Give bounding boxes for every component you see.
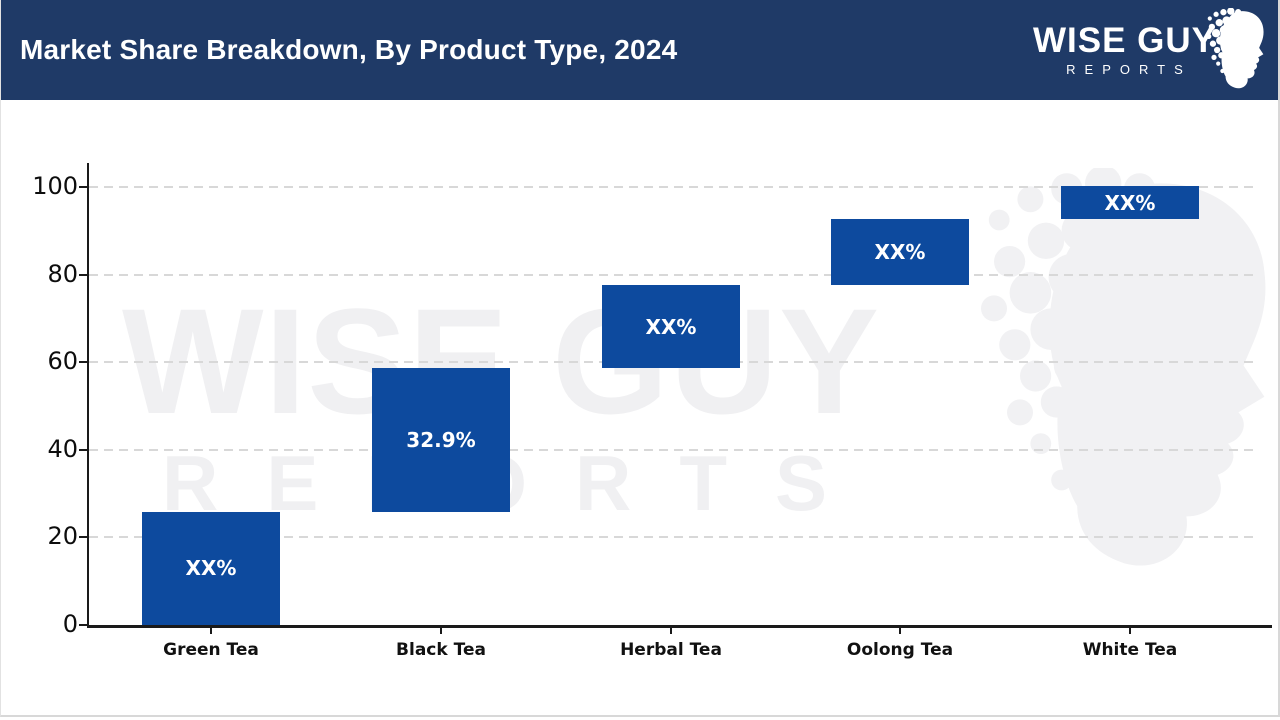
bar-green-tea: XX%	[142, 511, 280, 625]
logo-text: WISE GUY REPORTS	[1033, 23, 1216, 77]
x-axis-category-label: Oolong Tea	[846, 640, 954, 660]
x-axis-category-label: Black Tea	[396, 640, 486, 660]
x-axis-tick-mark	[670, 627, 672, 634]
page-title: Market Share Breakdown, By Product Type,…	[20, 34, 678, 65]
header-bar: Market Share Breakdown, By Product Type,…	[0, 0, 1280, 100]
bar-white-tea: XX%	[1061, 185, 1199, 220]
bar-black-tea: 32.9%	[372, 367, 510, 512]
bar-value-label: XX%	[645, 314, 697, 339]
bar-value-label: XX%	[185, 556, 237, 581]
y-axis-tick-label: 0	[62, 610, 78, 638]
y-axis-tick-mark	[79, 361, 89, 364]
wise-guy-logo: WISE GUY REPORTS	[1033, 8, 1280, 92]
y-axis-tick-mark	[79, 273, 89, 276]
gridline-80	[89, 273, 1256, 276]
x-axis-category-label: White Tea	[1082, 640, 1178, 660]
logo-head-icon	[1206, 8, 1264, 89]
y-axis-tick-mark	[79, 624, 89, 626]
logo-wordmark: WISE GUY	[1032, 21, 1216, 60]
bar-value-label: XX%	[874, 240, 926, 265]
bar-oolong-tea: XX%	[831, 219, 969, 286]
y-axis-tick-label: 100	[32, 172, 78, 200]
x-axis-tick-mark	[210, 627, 212, 634]
gridline-40	[89, 448, 1256, 451]
gridline-100	[89, 186, 1256, 188]
gridline-20	[89, 536, 1256, 539]
bar-value-label: 32.9%	[406, 427, 476, 452]
bar-value-label: XX%	[1104, 190, 1156, 215]
y-axis-tick-label: 40	[47, 434, 78, 463]
y-axis-tick-mark	[79, 448, 89, 451]
logo-subtext: REPORTS	[1066, 62, 1192, 77]
x-axis-tick-mark	[440, 627, 442, 634]
x-axis-line	[87, 625, 1272, 628]
y-axis-tick-label: 80	[47, 259, 78, 288]
y-axis-line	[87, 163, 89, 627]
x-axis-category-label: Herbal Tea	[620, 640, 722, 660]
x-axis-tick-mark	[899, 627, 901, 634]
y-axis-tick-label: 60	[47, 347, 78, 376]
y-axis-tick-mark	[79, 186, 89, 188]
x-axis-tick-mark	[1129, 627, 1131, 634]
y-axis-tick-label: 20	[47, 522, 78, 551]
bar-herbal-tea: XX%	[602, 285, 740, 368]
x-axis-category-label: Green Tea	[163, 640, 259, 660]
y-axis-tick-mark	[79, 536, 89, 539]
